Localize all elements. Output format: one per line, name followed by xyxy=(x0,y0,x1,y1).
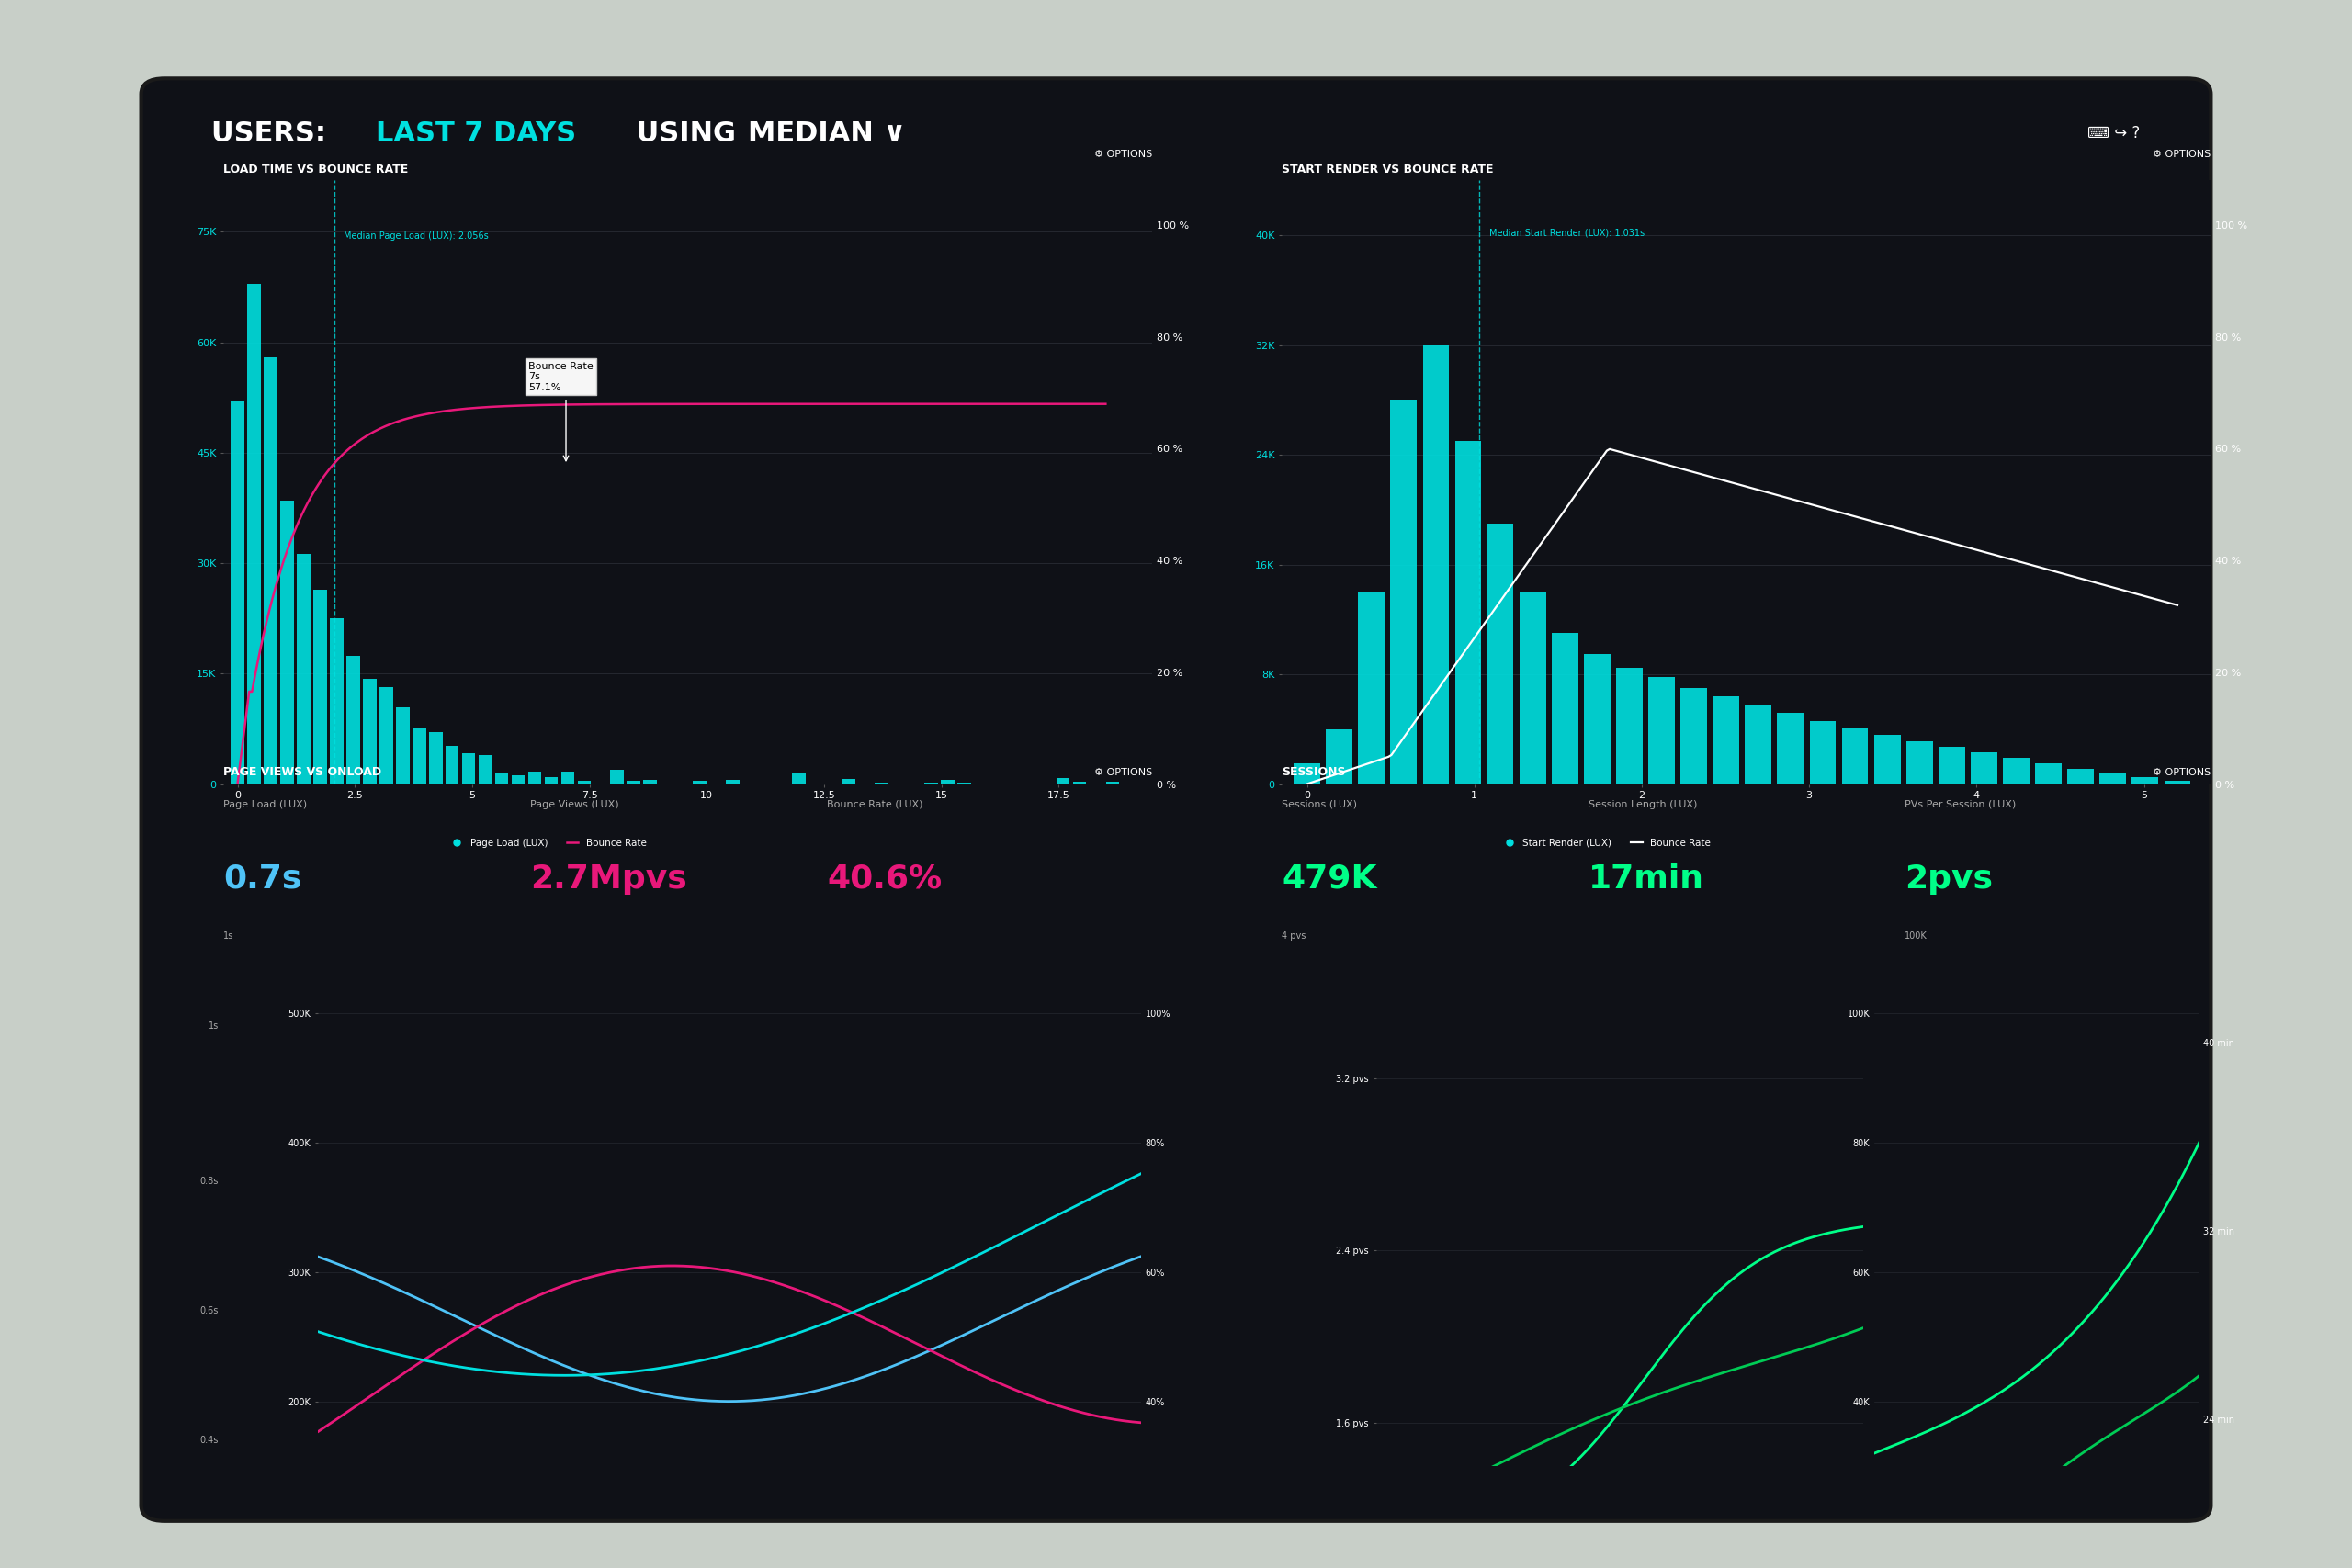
Bar xyxy=(1682,688,1708,784)
Bar xyxy=(1616,668,1642,784)
Bar xyxy=(694,781,706,784)
Text: Page Load (LUX): Page Load (LUX) xyxy=(223,800,308,809)
Bar xyxy=(579,781,590,784)
Bar xyxy=(1809,721,1837,784)
Bar xyxy=(296,554,310,784)
Text: 17min: 17min xyxy=(1588,862,1705,894)
Text: Session Length (LUX): Session Length (LUX) xyxy=(1588,800,1698,809)
Bar xyxy=(842,779,856,784)
Text: USING: USING xyxy=(626,121,746,146)
Bar xyxy=(1390,400,1416,784)
Bar xyxy=(1519,591,1545,784)
Bar xyxy=(362,679,376,784)
Bar xyxy=(1649,677,1675,784)
Bar xyxy=(1073,782,1087,784)
Bar xyxy=(543,778,557,784)
Bar xyxy=(461,753,475,784)
Text: 0.4s: 0.4s xyxy=(200,1436,219,1444)
Bar xyxy=(1938,746,1964,784)
Text: 1s: 1s xyxy=(223,931,233,941)
Text: Page Views (LUX): Page Views (LUX) xyxy=(529,800,619,809)
Text: 1s: 1s xyxy=(209,1022,219,1030)
Bar xyxy=(1423,345,1449,784)
Bar xyxy=(1294,764,1319,784)
Bar xyxy=(329,618,343,784)
Text: Median Start Render (LUX): 1.031s: Median Start Render (LUX): 1.031s xyxy=(1489,227,1644,237)
Text: 2.7Mpvs: 2.7Mpvs xyxy=(529,862,687,894)
Text: USERS:: USERS: xyxy=(212,121,336,146)
Bar xyxy=(1056,778,1070,784)
Bar xyxy=(2067,768,2093,784)
Bar xyxy=(510,776,524,784)
Text: Bounce Rate (LUX): Bounce Rate (LUX) xyxy=(828,800,924,809)
Bar xyxy=(1905,742,1933,784)
Bar xyxy=(1486,524,1515,784)
Text: LAST 7 DAYS: LAST 7 DAYS xyxy=(376,121,576,146)
Text: LOAD TIME VS BOUNCE RATE: LOAD TIME VS BOUNCE RATE xyxy=(223,163,409,176)
Text: 479K: 479K xyxy=(1282,862,1376,894)
Text: ⚙ OPTIONS: ⚙ OPTIONS xyxy=(1094,151,1152,160)
Bar xyxy=(1971,753,1997,784)
Bar xyxy=(2004,757,2030,784)
Bar xyxy=(379,687,393,784)
Bar xyxy=(612,770,623,784)
Bar xyxy=(628,781,640,784)
Text: 40.6%: 40.6% xyxy=(828,862,943,894)
Text: MEDIAN ∨: MEDIAN ∨ xyxy=(748,121,906,146)
Bar xyxy=(2164,781,2190,784)
Bar xyxy=(2034,764,2063,784)
Bar xyxy=(1778,712,1804,784)
Bar xyxy=(395,707,409,784)
Legend: Start Render (LUX), Bounce Rate: Start Render (LUX), Bounce Rate xyxy=(1501,834,1715,851)
Bar xyxy=(313,590,327,784)
Bar xyxy=(2100,773,2126,784)
Bar xyxy=(1327,729,1352,784)
Text: Sessions (LUX): Sessions (LUX) xyxy=(1282,800,1357,809)
Bar xyxy=(494,773,508,784)
Bar xyxy=(1712,696,1738,784)
Text: 100K: 100K xyxy=(1905,931,1926,941)
Bar xyxy=(644,779,656,784)
Text: 0.8s: 0.8s xyxy=(200,1178,219,1185)
Text: 0.6s: 0.6s xyxy=(200,1306,219,1316)
Bar xyxy=(230,401,245,784)
Bar xyxy=(941,779,955,784)
Bar xyxy=(1583,654,1611,784)
Bar xyxy=(1105,782,1120,784)
Bar xyxy=(280,500,294,784)
Bar xyxy=(263,358,278,784)
Text: ⌨ ↪ ?: ⌨ ↪ ? xyxy=(2089,125,2140,141)
Bar xyxy=(1745,704,1771,784)
Text: 0.7s: 0.7s xyxy=(223,862,301,894)
Bar xyxy=(527,771,541,784)
Bar xyxy=(247,284,261,784)
Legend: Page Load (LUX), Bounce Rate: Page Load (LUX), Bounce Rate xyxy=(447,834,649,851)
Text: ⚙ OPTIONS: ⚙ OPTIONS xyxy=(2152,151,2211,160)
Bar xyxy=(1357,591,1385,784)
Bar xyxy=(793,773,807,784)
Bar xyxy=(560,771,574,784)
Text: PAGE VIEWS VS ONLOAD: PAGE VIEWS VS ONLOAD xyxy=(223,767,381,778)
Text: 2pvs: 2pvs xyxy=(1905,862,1992,894)
Text: 4 pvs: 4 pvs xyxy=(1282,931,1305,941)
Bar xyxy=(346,655,360,784)
Bar xyxy=(445,746,459,784)
Bar xyxy=(412,728,426,784)
Text: Bounce Rate
7s
57.1%: Bounce Rate 7s 57.1% xyxy=(529,362,593,392)
Bar xyxy=(727,781,739,784)
Bar xyxy=(1552,633,1578,784)
Text: SESSIONS: SESSIONS xyxy=(1282,767,1345,778)
Text: ⚙ OPTIONS: ⚙ OPTIONS xyxy=(2152,768,2211,776)
Text: Median Page Load (LUX): 2.056s: Median Page Load (LUX): 2.056s xyxy=(343,232,489,241)
Bar xyxy=(428,732,442,784)
Text: ⚙ OPTIONS: ⚙ OPTIONS xyxy=(1094,768,1152,776)
Bar xyxy=(477,756,492,784)
Text: PVs Per Session (LUX): PVs Per Session (LUX) xyxy=(1905,800,2016,809)
Text: START RENDER VS BOUNCE RATE: START RENDER VS BOUNCE RATE xyxy=(1282,163,1494,176)
Bar xyxy=(1456,441,1482,784)
Bar xyxy=(1842,728,1867,784)
Bar xyxy=(2131,778,2159,784)
Bar xyxy=(1875,734,1900,784)
